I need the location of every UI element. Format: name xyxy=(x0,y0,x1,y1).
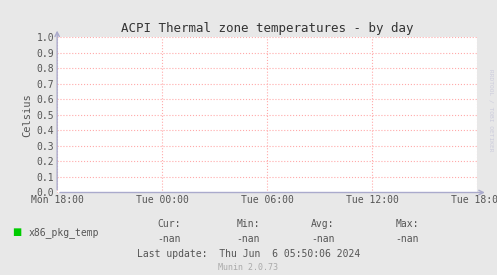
Text: RRDTOOL / TOBI OETIKER: RRDTOOL / TOBI OETIKER xyxy=(488,69,493,151)
Text: Last update:  Thu Jun  6 05:50:06 2024: Last update: Thu Jun 6 05:50:06 2024 xyxy=(137,249,360,258)
Text: -nan: -nan xyxy=(237,234,260,244)
Text: -nan: -nan xyxy=(396,234,419,244)
Title: ACPI Thermal zone temperatures - by day: ACPI Thermal zone temperatures - by day xyxy=(121,21,414,35)
Text: Max:: Max: xyxy=(396,219,419,229)
Y-axis label: Celsius: Celsius xyxy=(22,93,33,137)
Text: -nan: -nan xyxy=(311,234,335,244)
Text: x86_pkg_temp: x86_pkg_temp xyxy=(29,227,99,238)
Text: Munin 2.0.73: Munin 2.0.73 xyxy=(219,263,278,272)
Text: Cur:: Cur: xyxy=(157,219,181,229)
Text: -nan: -nan xyxy=(157,234,181,244)
Text: Avg:: Avg: xyxy=(311,219,335,229)
Text: ■: ■ xyxy=(12,227,22,237)
Text: Min:: Min: xyxy=(237,219,260,229)
